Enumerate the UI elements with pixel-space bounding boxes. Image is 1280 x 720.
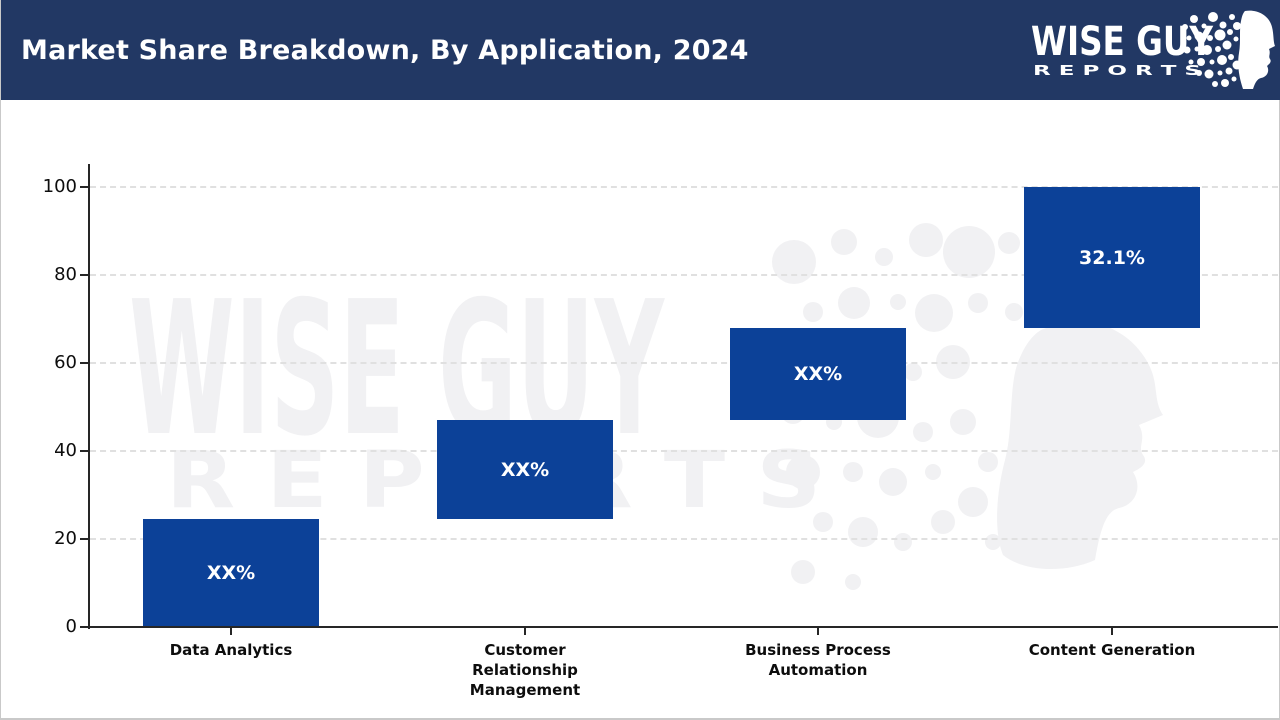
header-banner: Market Share Breakdown, By Application, … [1,0,1280,100]
y-tick-label-0: 0 [65,616,77,637]
logo-brand-bottom: R E P O R T S [1033,64,1201,79]
x-category-label-business-process-automation: Business Process Automation [745,641,891,679]
wiseguy-logo: WISE GUY R E P O R T S [1031,10,1275,89]
bar-data-analytics: XX% [143,519,319,627]
logo-face-profile-icon [1238,10,1275,89]
gridline-y-80 [90,274,1278,276]
y-tick-label-60: 60 [54,352,77,373]
x-category-label-customer-relationship-management: Customer Relationship Management [469,641,581,699]
y-axis-tick [80,274,88,276]
chart-area: WISE GUY R E P O R T S 020406080100XX%Da… [1,100,1280,718]
x-category-label-content-generation: Content Generation [1028,641,1196,659]
chart-title: Market Share Breakdown, By Application, … [21,34,749,66]
watermark-face-profile [997,322,1163,570]
y-axis-tick [80,626,88,628]
gridline-y-100 [90,186,1278,188]
bar-value-label: 32.1% [1079,246,1145,269]
x-axis-tick [817,628,819,635]
y-axis-tick [80,186,88,188]
y-axis-tick [80,362,88,364]
x-axis-line [87,626,1278,628]
bar-value-label: XX% [500,458,550,481]
y-tick-label-100: 100 [42,176,77,197]
x-category-label-data-analytics: Data Analytics [169,641,293,659]
bar-value-label: XX% [793,363,843,386]
gridline-y-20 [90,538,1278,540]
bar-business-process-automation: XX% [730,328,906,421]
y-tick-label-20: 20 [54,528,77,549]
x-axis-tick [1111,628,1113,635]
bar-content-generation: 32.1% [1024,187,1200,329]
y-axis-tick [80,538,88,540]
y-axis-tick [80,450,88,452]
gridline-y-40 [90,450,1278,452]
x-axis-tick [524,628,526,635]
y-axis-line [88,164,90,629]
x-axis-tick [230,628,232,635]
bar-value-label: XX% [206,562,256,585]
gridline-y-60 [90,362,1278,364]
y-tick-label-40: 40 [54,440,77,461]
bar-customer-relationship-management: XX% [437,420,613,520]
y-tick-label-80: 80 [54,264,77,285]
